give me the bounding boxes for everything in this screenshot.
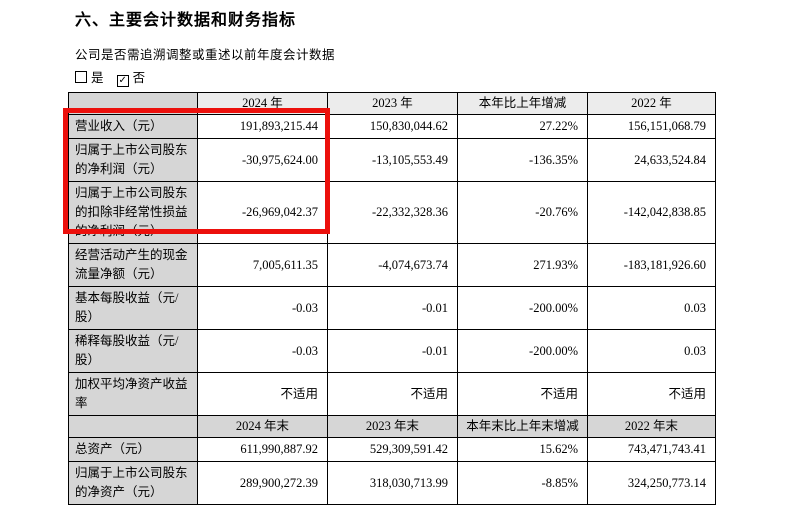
cell-2022: 24,633,524.84 <box>587 138 716 182</box>
cell-2024: 611,990,887.92 <box>197 437 328 462</box>
cell-2024: -0.03 <box>197 286 328 330</box>
row-label: 营业收入（元） <box>68 114 198 139</box>
cell-2023: -22,332,328.36 <box>327 181 458 244</box>
checkbox-unchecked-icon[interactable] <box>75 71 87 83</box>
row-label: 归属于上市公司股东的净利润（元） <box>68 138 198 182</box>
cell-2023: -13,105,553.49 <box>327 138 458 182</box>
header-2022-end: 2022 年末 <box>587 415 716 438</box>
cell-2023: -0.01 <box>327 286 458 330</box>
row-label: 基本每股收益（元/股） <box>68 286 198 330</box>
header-2023: 2023 年 <box>327 92 458 115</box>
table-row-weighted-avg-roe: 加权平均净资产收益率 不适用 不适用 不适用 不适用 <box>68 372 716 416</box>
cell-2023: 不适用 <box>327 372 458 416</box>
cell-2024: 191,893,215.44 <box>197 114 328 139</box>
cell-2022: 156,151,068.79 <box>587 114 716 139</box>
cell-2022: -183,181,926.60 <box>587 243 716 287</box>
row-label: 归属于上市公司股东的净资产（元） <box>68 461 198 505</box>
financial-indicators-table: 2024 年 2023 年 本年比上年增减 2022 年 营业收入（元） 191… <box>68 92 716 505</box>
cell-change: -20.76% <box>457 181 588 244</box>
table-row-operating-cash-flow: 经营活动产生的现金流量净额（元） 7,005,611.35 -4,074,673… <box>68 243 716 287</box>
cell-change: 271.93% <box>457 243 588 287</box>
row-label: 归属于上市公司股东的扣除非经常性损益的净利润（元） <box>68 181 198 244</box>
option-no-label: 否 <box>132 71 146 85</box>
cell-2022: 0.03 <box>587 329 716 373</box>
row-label: 稀释每股收益（元/股） <box>68 329 198 373</box>
cell-change: 27.22% <box>457 114 588 139</box>
row-label: 加权平均净资产收益率 <box>68 372 198 416</box>
restatement-question: 公司是否需追溯调整或重述以前年度会计数据 <box>75 48 336 62</box>
table-row-net-profit-excl-nonrecurring: 归属于上市公司股东的扣除非经常性损益的净利润（元） -26,969,042.37… <box>68 181 716 244</box>
table-row-net-profit: 归属于上市公司股东的净利润（元） -30,975,624.00 -13,105,… <box>68 138 716 182</box>
page-title: 六、主要会计数据和财务指标 <box>75 12 297 29</box>
table-row-total-assets: 总资产（元） 611,990,887.92 529,309,591.42 15.… <box>68 437 716 462</box>
cell-2024: -0.03 <box>197 329 328 373</box>
cell-2022: -142,042,838.85 <box>587 181 716 244</box>
header-corner <box>68 415 198 438</box>
header-2023-end: 2023 年末 <box>327 415 458 438</box>
table-row-basic-eps: 基本每股收益（元/股） -0.03 -0.01 -200.00% 0.03 <box>68 286 716 330</box>
checkbox-checked-icon[interactable]: ✓ <box>116 75 129 87</box>
table-row-diluted-eps: 稀释每股收益（元/股） -0.03 -0.01 -200.00% 0.03 <box>68 329 716 373</box>
cell-2022: 不适用 <box>587 372 716 416</box>
cell-change: -200.00% <box>457 286 588 330</box>
cell-2024: 7,005,611.35 <box>197 243 328 287</box>
cell-change: -8.85% <box>457 461 588 505</box>
header-2024: 2024 年 <box>197 92 328 115</box>
cell-2022: 0.03 <box>587 286 716 330</box>
table-row-revenue: 营业收入（元） 191,893,215.44 150,830,044.62 27… <box>68 114 716 139</box>
cell-2023: -4,074,673.74 <box>327 243 458 287</box>
table-header-bottom: 2024 年末 2023 年末 本年末比上年末增减 2022 年末 <box>68 415 716 438</box>
cell-change: 15.62% <box>457 437 588 462</box>
cell-2023: 150,830,044.62 <box>327 114 458 139</box>
cell-2024: -26,969,042.37 <box>197 181 328 244</box>
header-yoy-end-change: 本年末比上年末增减 <box>457 415 588 438</box>
option-yes-label: 是 <box>91 71 104 85</box>
cell-2023: 318,030,713.99 <box>327 461 458 505</box>
header-2022: 2022 年 <box>587 92 716 115</box>
option-yes[interactable]: 是 <box>75 71 104 85</box>
header-2024-end: 2024 年末 <box>197 415 328 438</box>
row-label: 经营活动产生的现金流量净额（元） <box>68 243 198 287</box>
cell-change: -136.35% <box>457 138 588 182</box>
row-label: 总资产（元） <box>68 437 198 462</box>
cell-2023: -0.01 <box>327 329 458 373</box>
cell-2024: 不适用 <box>197 372 328 416</box>
cell-change: 不适用 <box>457 372 588 416</box>
cell-2024: 289,900,272.39 <box>197 461 328 505</box>
cell-2024: -30,975,624.00 <box>197 138 328 182</box>
cell-change: -200.00% <box>457 329 588 373</box>
cell-2023: 529,309,591.42 <box>327 437 458 462</box>
option-no[interactable]: ✓ 否 <box>116 71 146 87</box>
restatement-options: 是 ✓ 否 <box>75 67 155 87</box>
cell-2022: 743,471,743.41 <box>587 437 716 462</box>
table-row-net-assets: 归属于上市公司股东的净资产（元） 289,900,272.39 318,030,… <box>68 461 716 505</box>
header-corner <box>68 92 198 115</box>
header-yoy-change: 本年比上年增减 <box>457 92 588 115</box>
cell-2022: 324,250,773.14 <box>587 461 716 505</box>
table-header-top: 2024 年 2023 年 本年比上年增减 2022 年 <box>68 92 716 115</box>
